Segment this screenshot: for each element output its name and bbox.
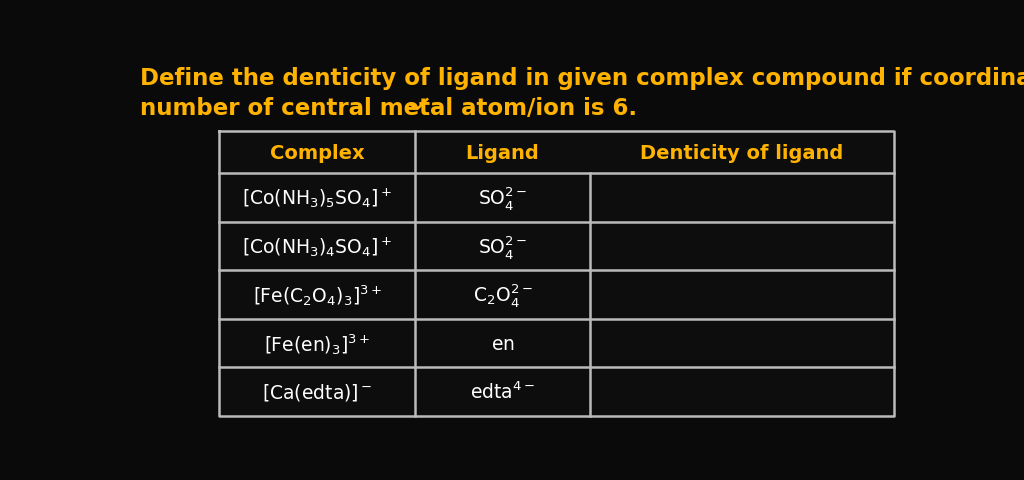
Text: Complex: Complex [269,144,365,162]
Text: Define the denticity of ligand in given complex compound if coordination: Define the denticity of ligand in given … [140,67,1024,90]
Text: $\rm C_2O_4^{2-}$: $\rm C_2O_4^{2-}$ [473,282,532,309]
Text: Denticity of ligand: Denticity of ligand [640,144,844,162]
Bar [219,132,894,416]
Text: $\rm edta^{4-}$: $\rm edta^{4-}$ [470,381,536,403]
Text: $\rm [Ca(edta)]^-$: $\rm [Ca(edta)]^-$ [262,382,373,402]
Text: $\rm SO_4^{2-}$: $\rm SO_4^{2-}$ [478,233,527,260]
Text: $\rm [Co(NH_3)_5SO_4]^+$: $\rm [Co(NH_3)_5SO_4]^+$ [242,187,392,210]
Text: $\rm [Fe(en)_3]^{3+}$: $\rm [Fe(en)_3]^{3+}$ [264,331,371,356]
Text: $\rm SO_4^{2-}$: $\rm SO_4^{2-}$ [478,185,527,212]
Text: number of central metal atom/ion is 6.: number of central metal atom/ion is 6. [140,96,637,120]
Text: $\rm [Co(NH_3)_4SO_4]^+$: $\rm [Co(NH_3)_4SO_4]^+$ [242,235,392,258]
Text: $\rm [Fe(C_2O_4)_3]^{3+}$: $\rm [Fe(C_2O_4)_3]^{3+}$ [253,283,382,308]
Text: $\rm en$: $\rm en$ [490,334,514,353]
Text: Ligand: Ligand [466,144,540,162]
